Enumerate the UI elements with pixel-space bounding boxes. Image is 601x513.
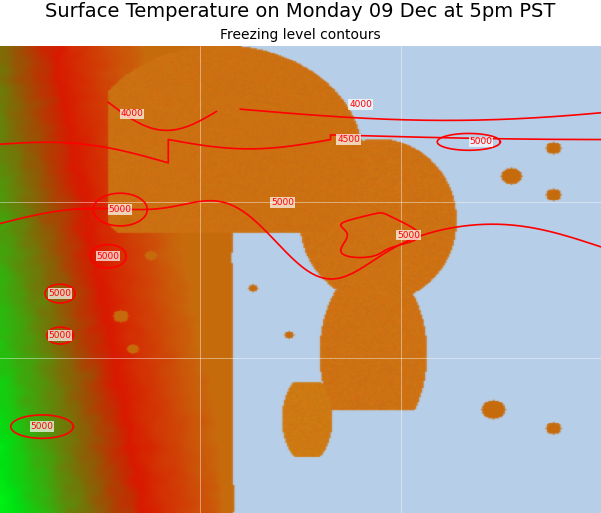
Text: 5000: 5000 [49,289,72,298]
Text: 5000: 5000 [469,137,492,146]
Text: 4000: 4000 [121,109,144,119]
Text: 4500: 4500 [337,135,360,144]
Text: 5000: 5000 [397,231,420,240]
Text: Surface Temperature on Monday 09 Dec at 5pm PST: Surface Temperature on Monday 09 Dec at … [45,2,556,21]
Text: 4000: 4000 [349,100,372,109]
Text: 5000: 5000 [109,205,132,214]
Text: 5000: 5000 [49,331,72,340]
Text: 5000: 5000 [271,198,294,207]
Text: 5000: 5000 [31,422,53,431]
Text: Freezing level contours: Freezing level contours [220,28,381,42]
Text: 5000: 5000 [97,252,120,261]
